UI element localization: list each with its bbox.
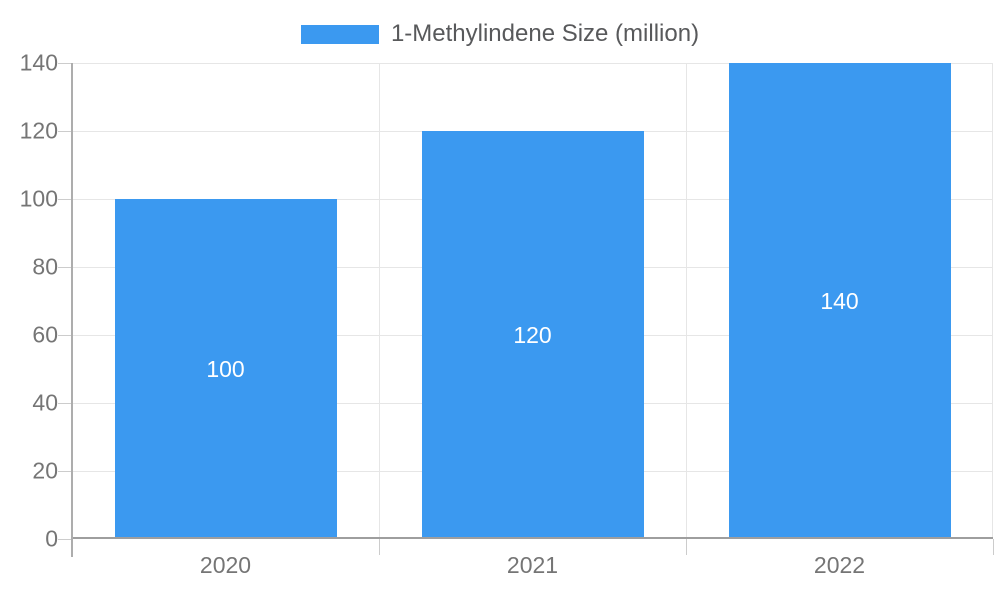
bar-2021[interactable]: 120 xyxy=(421,131,644,539)
x-axis-line xyxy=(72,537,993,539)
y-axis-tick xyxy=(58,470,72,472)
y-axis-label: 120 xyxy=(19,117,58,144)
bar-2020[interactable]: 100 xyxy=(114,199,337,539)
plot-right-border xyxy=(992,63,993,539)
y-axis-label: 100 xyxy=(19,185,58,212)
y-axis-label: 140 xyxy=(19,49,58,76)
y-axis-tick xyxy=(58,266,72,268)
y-axis-tick xyxy=(58,538,72,540)
x-axis-label: 2022 xyxy=(813,552,866,578)
y-axis-label: 20 xyxy=(32,457,58,484)
gridline-horizontal xyxy=(72,62,993,64)
y-axis-label: 40 xyxy=(32,389,58,416)
bar-value-label: 140 xyxy=(820,287,859,314)
y-axis-tick xyxy=(58,402,72,404)
gridline-vertical xyxy=(685,63,687,539)
y-axis-label: 60 xyxy=(32,321,58,348)
y-axis-label: 0 xyxy=(45,525,58,552)
legend[interactable]: 1-Methylindene Size (million) xyxy=(0,14,1000,54)
gridline-vertical xyxy=(378,63,380,539)
legend-label: 1-Methylindene Size (million) xyxy=(390,20,700,47)
y-axis-tick xyxy=(58,334,72,336)
x-axis-tick xyxy=(378,539,380,555)
x-axis-tick xyxy=(992,539,994,555)
x-axis-label: 2021 xyxy=(506,552,559,578)
y-axis-tick xyxy=(58,130,72,132)
bar-2022[interactable]: 140 xyxy=(728,63,951,539)
y-axis-tick xyxy=(58,62,72,64)
y-axis-tick xyxy=(58,198,72,200)
x-axis-label: 2020 xyxy=(199,552,252,578)
bar-value-label: 120 xyxy=(513,321,552,348)
x-axis-tick xyxy=(685,539,687,555)
plot-area: 100 120 140 xyxy=(58,62,994,557)
y-axis-label: 80 xyxy=(32,253,58,280)
y-axis-line xyxy=(71,63,73,557)
legend-swatch xyxy=(300,24,379,44)
bar-value-label: 100 xyxy=(206,355,245,382)
